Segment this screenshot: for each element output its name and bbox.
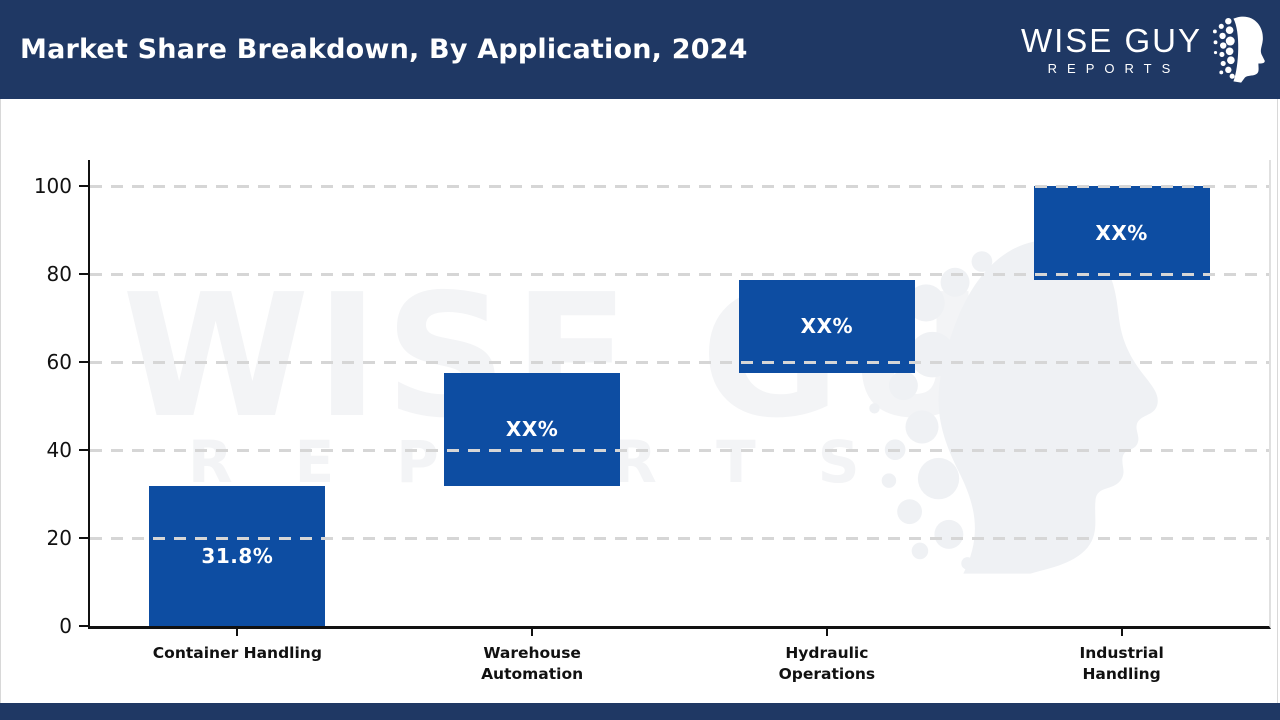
category-label: Warehouse Automation <box>481 644 584 683</box>
gridline-80 <box>90 273 1269 276</box>
bar-value-label: XX% <box>800 314 854 339</box>
gridline-100 <box>90 185 1269 188</box>
brand-logo-name: WISE GUY <box>1020 21 1202 59</box>
bar-4: XX% <box>1033 186 1210 281</box>
y-tick-label: 60 <box>46 350 72 374</box>
x-axis-tick <box>1120 629 1123 636</box>
brand-logo-face-icon <box>1212 16 1265 83</box>
y-axis-tick <box>79 361 88 363</box>
gridline-20 <box>90 537 1269 540</box>
bar-3: XX% <box>738 280 915 373</box>
chart-title: Market Share Breakdown, By Application, … <box>20 34 748 65</box>
bar-1: 31.8% <box>149 486 326 626</box>
category-label: Container Handling <box>152 644 322 662</box>
brand-logo: WISE GUY REPORTS <box>1021 8 1268 92</box>
y-tick-label: 40 <box>46 438 72 462</box>
bar-2: XX% <box>444 372 621 487</box>
x-axis-tick <box>825 629 828 636</box>
header-bar: Market Share Breakdown, By Application, … <box>0 0 1280 99</box>
y-axis-tick <box>79 625 88 627</box>
gridline-40 <box>90 449 1269 452</box>
plot-area: 31.8% Container Handling XX% Warehouse Auto… <box>34 160 1271 683</box>
category-label: Industrial Handling <box>1079 644 1164 683</box>
y-tick-label: 80 <box>46 262 72 286</box>
y-axis-tick <box>79 185 88 187</box>
brand-logo-subtitle: REPORTS <box>1047 60 1181 76</box>
bar-value-label: XX% <box>1095 221 1148 246</box>
y-tick-label: 0 <box>59 614 72 638</box>
bar-value-label: XX% <box>505 417 559 442</box>
y-axis-tick <box>79 537 88 539</box>
y-axis-tick <box>79 449 88 451</box>
gridline-60 <box>90 361 1269 364</box>
x-axis-tick <box>531 629 534 636</box>
category-label: Hydraulic Operations <box>778 644 876 683</box>
y-tick-label: 100 <box>33 174 72 198</box>
bar-value-label: 31.8% <box>201 544 274 569</box>
x-axis-tick <box>236 629 239 636</box>
y-tick-label: 20 <box>46 526 72 550</box>
y-axis-tick <box>79 273 88 275</box>
brand-logo-text: WISE GUY REPORTS <box>1020 21 1202 77</box>
footer-bar <box>0 703 1280 720</box>
